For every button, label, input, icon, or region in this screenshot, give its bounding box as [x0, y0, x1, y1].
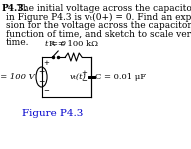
Text: −: −	[82, 78, 87, 84]
Text: The initial voltage across the capacitor shown: The initial voltage across the capacitor…	[11, 4, 191, 13]
Text: +: +	[43, 60, 49, 66]
Text: −: −	[43, 88, 49, 94]
Text: time.: time.	[6, 38, 30, 47]
Text: +: +	[38, 67, 45, 76]
Text: function of time, and sketch to scale versus: function of time, and sketch to scale ve…	[6, 30, 191, 38]
Text: in Figure P4.3 is vₜ(0+) = 0. Find an expres-: in Figure P4.3 is vₜ(0+) = 0. Find an ex…	[6, 13, 191, 22]
Text: C = 0.01 μF: C = 0.01 μF	[95, 73, 146, 81]
Text: vₛ = 100 V: vₛ = 100 V	[0, 73, 34, 81]
Text: R = 100 kΩ: R = 100 kΩ	[49, 40, 98, 48]
Text: P4.3.: P4.3.	[1, 4, 27, 13]
Text: −: −	[38, 77, 45, 87]
Text: t = 0: t = 0	[45, 40, 66, 48]
Text: +: +	[82, 70, 87, 76]
Text: vₜ(t): vₜ(t)	[70, 73, 86, 81]
Text: sion for the voltage across the capacitor as a: sion for the voltage across the capacito…	[6, 21, 191, 30]
Text: Figure P4.3: Figure P4.3	[22, 109, 83, 118]
